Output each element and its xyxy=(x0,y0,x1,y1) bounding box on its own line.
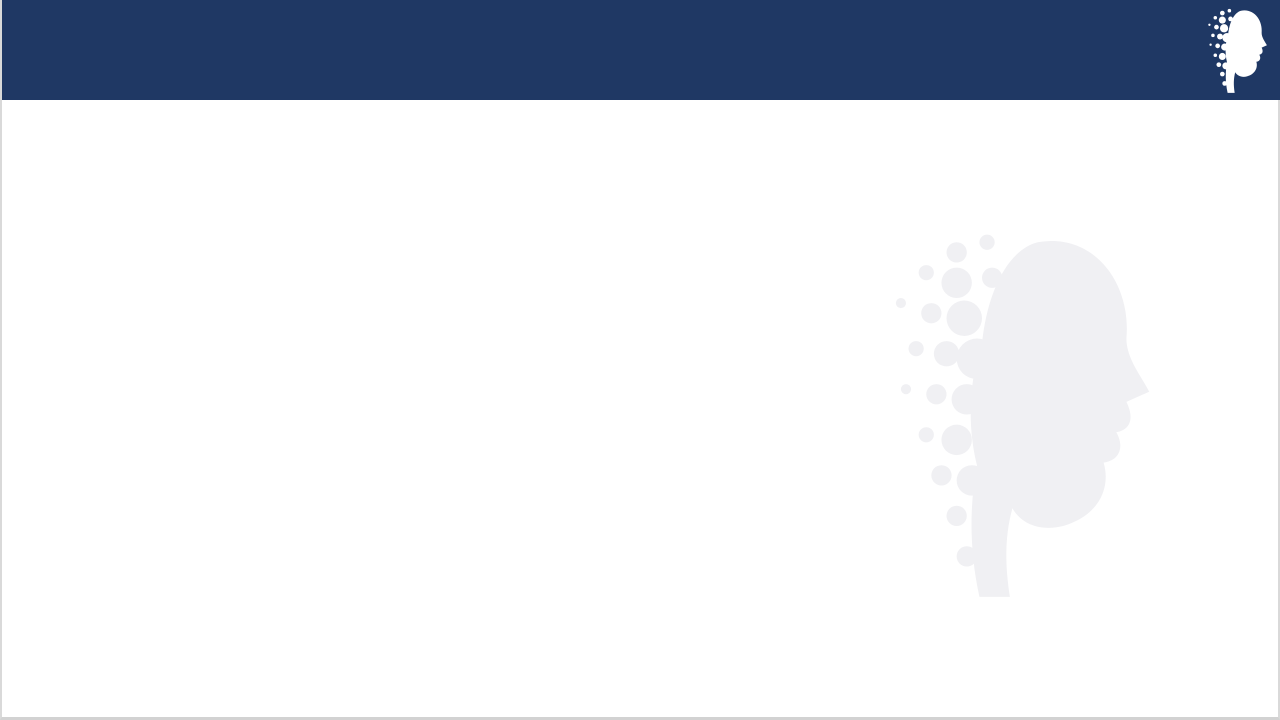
header-bar xyxy=(2,0,1280,100)
waterfall-chart xyxy=(2,100,1280,720)
brand-face-icon xyxy=(1202,6,1272,94)
brand-logo xyxy=(1208,6,1272,94)
